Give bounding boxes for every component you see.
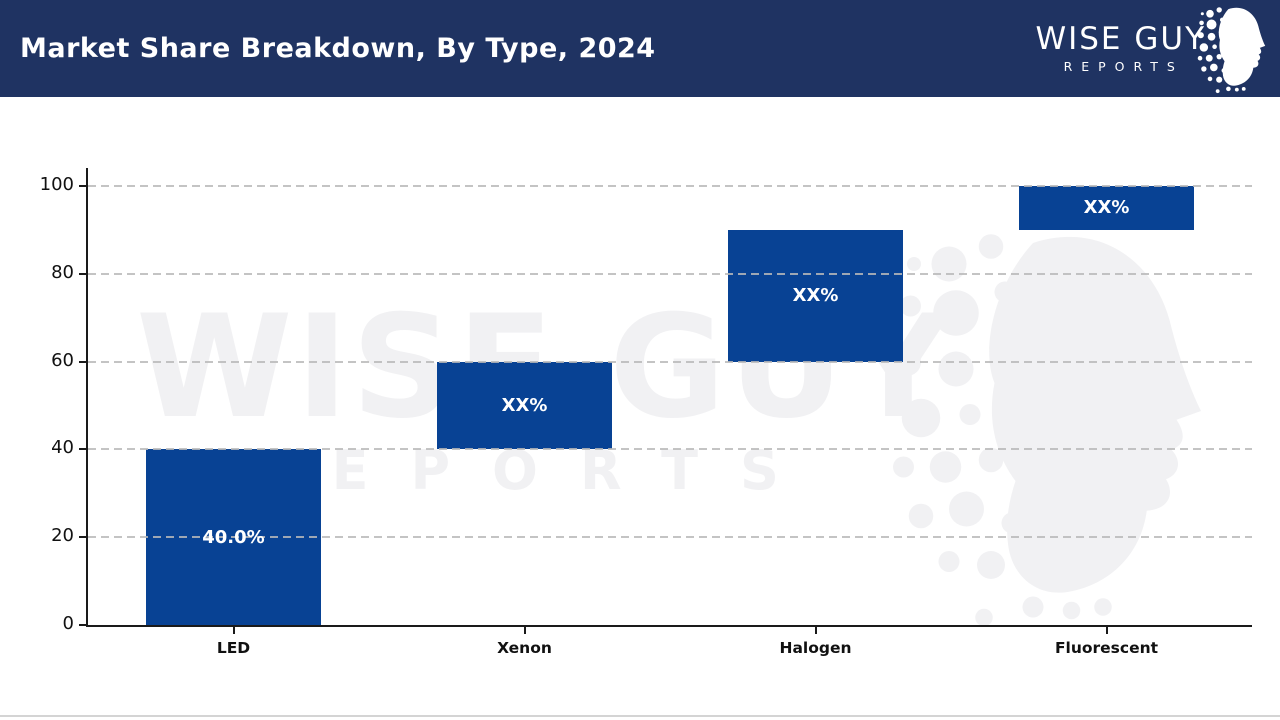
x-tick-mark-fluorescent [1105, 627, 1108, 634]
bar-value-label-led: 40.0% [202, 526, 265, 548]
y-tick-mark-100 [79, 185, 87, 187]
gridlines-layer [0, 97, 1280, 715]
y-tick-mark-0 [79, 624, 87, 626]
x-axis-line [86, 625, 1252, 627]
y-axis-line [86, 168, 88, 627]
y-tick-label-20: 20 [51, 525, 74, 547]
y-tick-label-40: 40 [51, 437, 74, 459]
gridline-40 [88, 448, 1252, 451]
bar-xenon [437, 361, 612, 450]
y-tick-label-60: 60 [51, 349, 74, 371]
bar-labels-layer: 40.0% XX% XX% XX% [0, 97, 1280, 715]
gridline-60 [88, 360, 1252, 363]
x-tick-mark-led [232, 627, 235, 634]
y-tick-mark-80 [79, 272, 87, 275]
logo-line2: REPORTS [1063, 58, 1184, 74]
y-tick-label-100: 100 [39, 174, 74, 195]
gridline-80 [88, 272, 1252, 275]
bar-halogen [728, 229, 903, 362]
page-title: Market Share Breakdown, By Type, 2024 [20, 33, 656, 64]
x-tick-label-xenon: Xenon [497, 639, 552, 657]
bar-value-label-halogen: XX% [792, 285, 839, 307]
logo-wordmark: WISE GUY REPORTS [1035, 23, 1206, 74]
y-tick-label-0: 0 [62, 613, 74, 634]
gridline-100 [88, 185, 1252, 187]
y-tick-mark-40 [79, 448, 87, 451]
x-tick-mark-xenon [523, 627, 526, 634]
y-tick-mark-60 [79, 360, 87, 363]
bottom-divider [0, 715, 1280, 717]
x-tick-mark-halogen [814, 627, 817, 634]
y-tick-label-80: 80 [51, 261, 74, 283]
logo-line1: WISE GUY [1035, 21, 1206, 58]
x-tick-label-halogen: Halogen [779, 639, 852, 657]
x-tick-label-led: LED [216, 639, 251, 657]
wiseguy-logo: WISE GUY REPORTS [1035, 0, 1274, 97]
bar-value-label-fluorescent: XX% [1083, 197, 1130, 219]
bar-value-label-xenon: XX% [501, 394, 548, 416]
bar-fluorescent [1019, 186, 1194, 230]
gridline-20 [88, 536, 1252, 539]
y-tick-mark-20 [79, 536, 87, 539]
header-bar: Market Share Breakdown, By Type, 2024 WI… [0, 0, 1280, 97]
x-tick-label-fluorescent: Fluorescent [1054, 639, 1159, 657]
chart-area: WISE GUY REPORTS 40.0% XX% XX% XX% 0 20 40 60 8… [0, 97, 1280, 715]
axes-layer: 0 20 40 60 80 100 LED Xenon Halogen Fluorescent [0, 97, 1280, 715]
